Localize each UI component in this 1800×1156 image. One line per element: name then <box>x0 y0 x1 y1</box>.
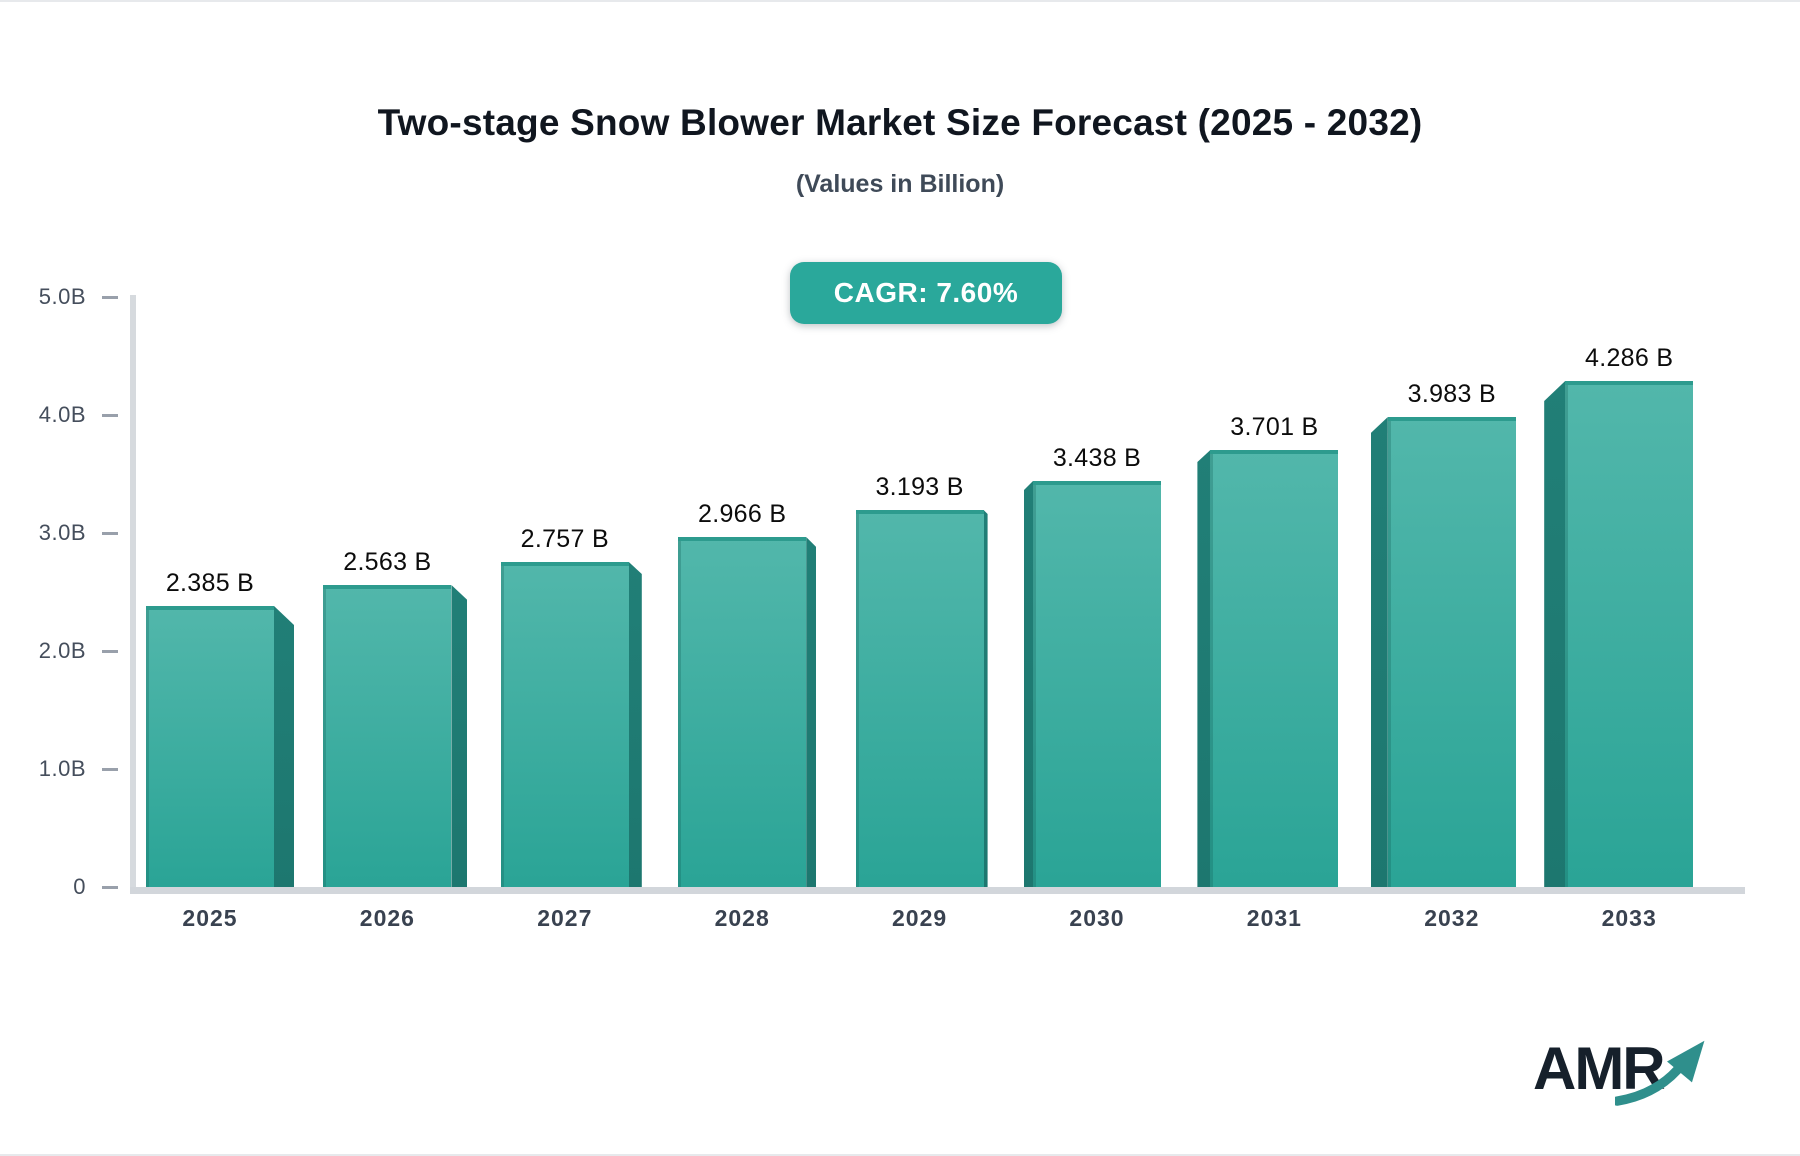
bar-side-face <box>1370 417 1388 887</box>
bar-side-face <box>1024 481 1033 887</box>
y-axis-tick <box>102 886 118 889</box>
bar-value-label: 3.438 B <box>1052 444 1142 472</box>
bar-side-face <box>1544 381 1566 887</box>
bar-value-label: 2.563 B <box>343 548 432 576</box>
x-axis-label: 2025 <box>182 905 238 931</box>
growth-arrow-icon <box>1615 1040 1705 1106</box>
x-axis-label: 2030 <box>1069 905 1125 931</box>
bar-2027 <box>500 562 642 887</box>
bar-value-label: 2.966 B <box>698 500 787 528</box>
bar-face <box>146 606 274 887</box>
bar-side-face <box>1197 450 1211 887</box>
cagr-badge-label: CAGR: 7.60% <box>833 277 1019 308</box>
bar-2025 <box>146 606 294 887</box>
bar-2028 <box>678 537 817 887</box>
bar-side-face <box>806 537 817 887</box>
bar-face <box>1565 381 1694 887</box>
bar-2029 <box>855 510 988 887</box>
y-axis-label: 0 <box>73 874 86 899</box>
bar-side-face <box>274 606 294 887</box>
bar-2030 <box>1024 481 1161 887</box>
bar-value-label: 2.385 B <box>165 569 255 597</box>
x-axis-label: 2027 <box>537 905 593 931</box>
y-axis-line <box>130 295 136 891</box>
bar-face <box>855 510 984 887</box>
bar-face <box>323 585 452 887</box>
y-axis-tick <box>102 768 118 771</box>
bar-2031 <box>1197 450 1339 887</box>
amr-logo: AMR <box>1533 1034 1723 1114</box>
y-axis-tick <box>102 650 118 653</box>
x-axis-label: 2032 <box>1424 905 1480 931</box>
bar-side-face <box>451 585 468 887</box>
bar-face <box>1210 450 1339 887</box>
x-axis-label: 2028 <box>714 905 770 931</box>
x-axis-label: 2031 <box>1246 905 1302 931</box>
y-axis-tick <box>102 296 118 299</box>
y-axis-label: 5.0B <box>38 284 86 309</box>
bar-value-label: 3.983 B <box>1407 380 1496 408</box>
chart-subtitle: (Values in Billion) <box>795 170 1005 198</box>
x-axis-label: 2033 <box>1601 905 1657 931</box>
bar-value-label: 3.193 B <box>875 473 964 501</box>
bar-face <box>1387 417 1516 887</box>
y-axis-tick <box>102 532 118 535</box>
bar-value-label: 2.757 B <box>520 525 609 553</box>
bar-2033 <box>1544 381 1694 887</box>
bar-value-label: 3.701 B <box>1230 413 1319 441</box>
x-axis-label: 2029 <box>892 905 948 931</box>
bar-face <box>1033 481 1161 887</box>
y-axis-label: 1.0B <box>38 756 86 781</box>
y-axis-label: 2.0B <box>38 638 86 663</box>
x-axis-label: 2026 <box>359 905 415 931</box>
cagr-badge: CAGR: 7.60% <box>790 262 1062 324</box>
bar-2026 <box>323 585 468 887</box>
y-axis-label: 3.0B <box>38 520 86 545</box>
bar-value-label: 4.286 B <box>1585 344 1674 372</box>
chart-title: Two-stage Snow Blower Market Size Foreca… <box>377 102 1423 143</box>
bar-2032 <box>1370 417 1516 887</box>
bar-side-face <box>983 510 988 887</box>
y-axis-label: 4.0B <box>38 402 86 427</box>
bar-side-face <box>628 562 642 887</box>
bar-face <box>678 537 807 887</box>
y-axis-tick <box>102 414 118 417</box>
x-axis-line <box>130 887 1745 894</box>
bar-face <box>500 562 629 887</box>
